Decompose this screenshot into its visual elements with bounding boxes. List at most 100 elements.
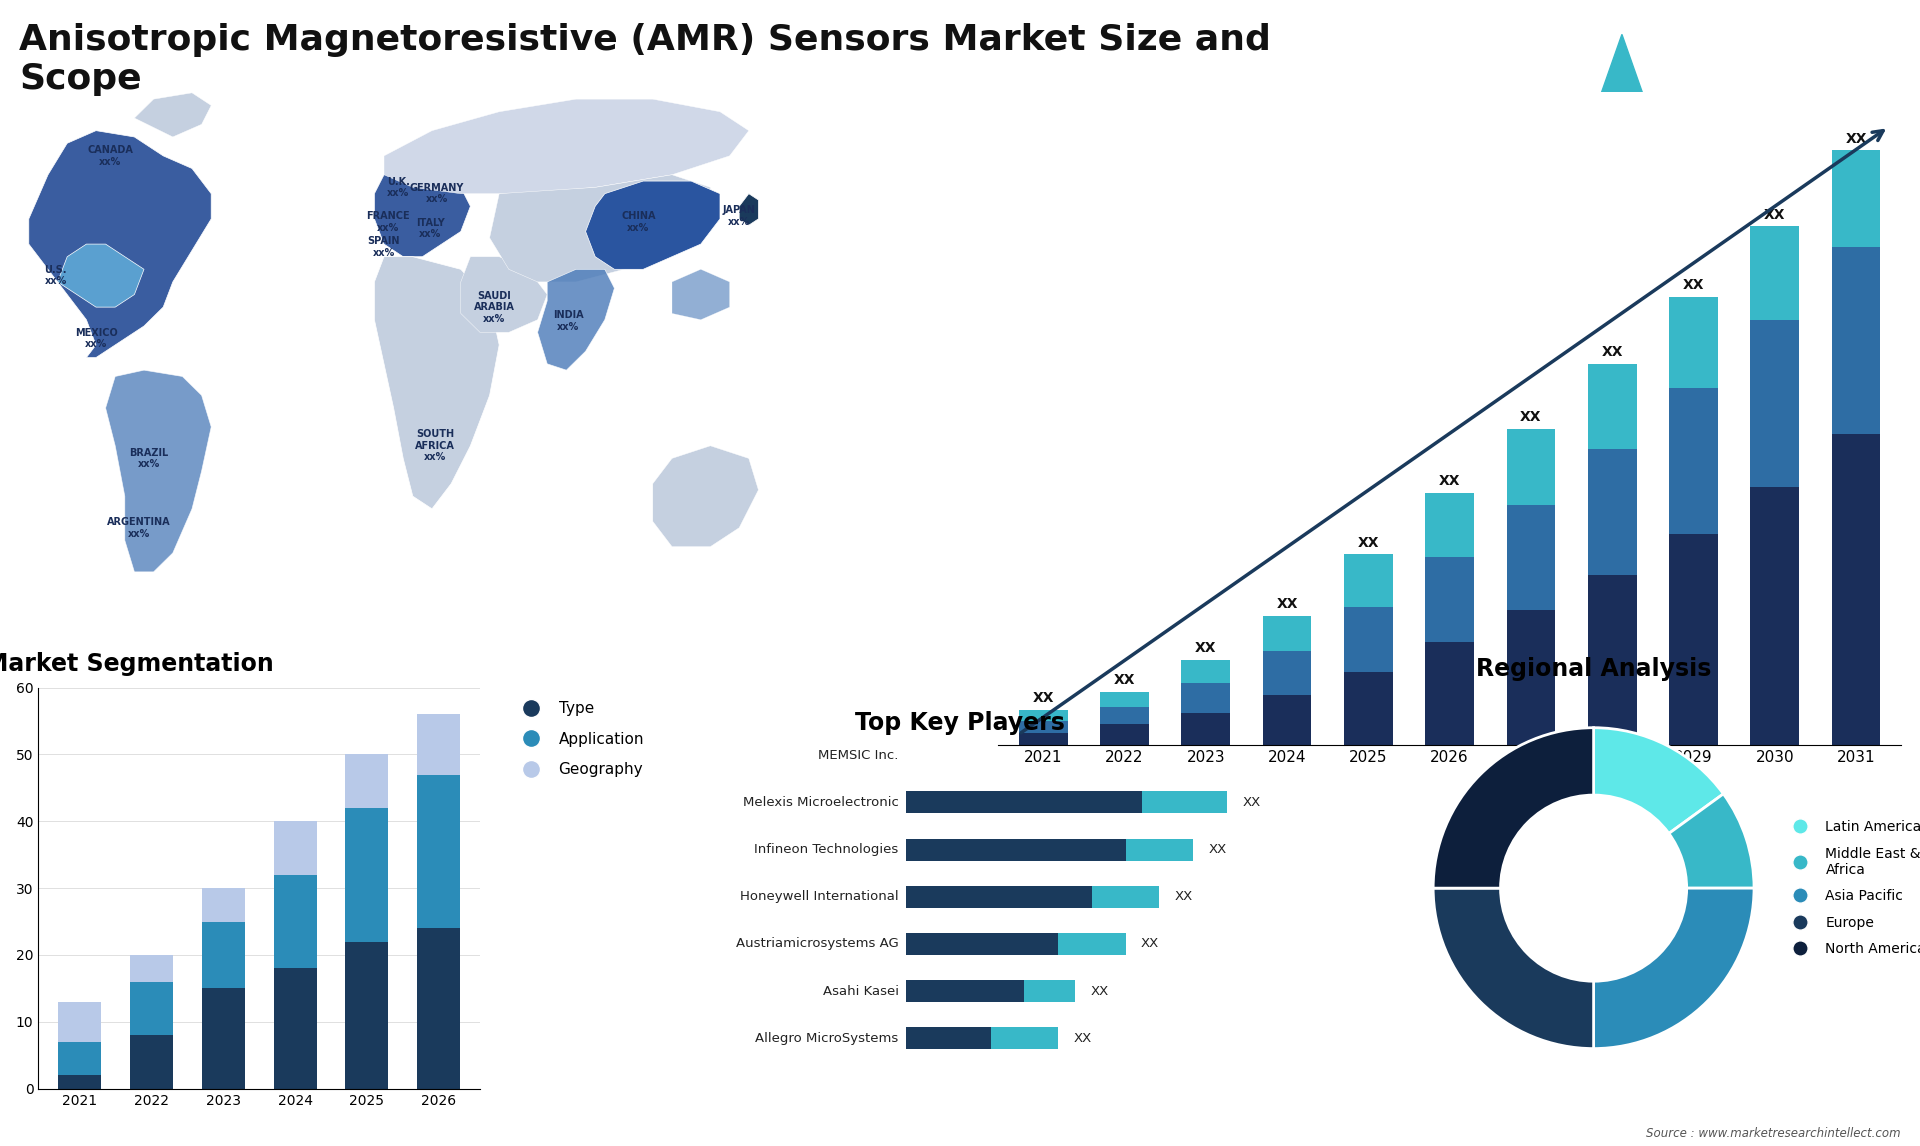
Wedge shape	[1432, 728, 1594, 888]
Bar	[1125, 839, 1192, 861]
Text: INDIA
xx%: INDIA xx%	[553, 311, 584, 332]
Text: XX: XX	[1091, 984, 1108, 998]
Bar	[346, 754, 388, 808]
Text: CANADA
xx%: CANADA xx%	[88, 146, 132, 166]
Bar	[346, 808, 388, 942]
Bar	[1181, 713, 1231, 745]
Bar	[202, 988, 246, 1089]
Legend: Latin America, Middle East &
Africa, Asia Pacific, Europe, North America: Latin America, Middle East & Africa, Asi…	[1782, 815, 1920, 961]
Text: U.K.
xx%: U.K. xx%	[388, 176, 409, 198]
Bar	[1092, 886, 1160, 908]
Polygon shape	[490, 174, 710, 282]
Bar	[1100, 692, 1148, 707]
Text: MEXICO
xx%: MEXICO xx%	[75, 328, 117, 350]
Wedge shape	[1594, 728, 1724, 833]
Bar	[1425, 557, 1475, 643]
Bar	[1263, 696, 1311, 745]
Wedge shape	[1668, 794, 1755, 888]
Bar	[1425, 643, 1475, 745]
Bar	[1100, 724, 1148, 745]
Text: XX: XX	[1682, 278, 1705, 292]
Bar	[58, 1042, 102, 1075]
Text: Top Key Players: Top Key Players	[854, 711, 1066, 735]
Bar	[1588, 575, 1636, 745]
Bar	[417, 714, 461, 775]
Text: GERMANY
xx%: GERMANY xx%	[409, 183, 465, 204]
Bar	[1344, 607, 1392, 672]
Bar	[906, 839, 1125, 861]
Text: XX: XX	[1140, 937, 1160, 950]
Bar	[1263, 651, 1311, 696]
Bar	[1181, 683, 1231, 713]
Polygon shape	[586, 181, 720, 269]
Bar	[1058, 933, 1125, 955]
Text: XX: XX	[1357, 536, 1379, 550]
Bar	[1832, 150, 1880, 246]
Polygon shape	[653, 446, 758, 547]
Text: XX: XX	[1601, 345, 1622, 360]
Bar	[906, 792, 1142, 814]
Legend: Type, Application, Geography: Type, Application, Geography	[509, 696, 651, 783]
Text: ARGENTINA
xx%: ARGENTINA xx%	[108, 517, 171, 539]
Bar	[1025, 980, 1075, 1003]
Bar	[1588, 449, 1636, 575]
Text: BRAZIL
xx%: BRAZIL xx%	[129, 448, 169, 469]
Text: Honeywell International: Honeywell International	[739, 890, 899, 903]
Polygon shape	[374, 257, 499, 509]
Bar	[1507, 610, 1555, 745]
Bar	[58, 1002, 102, 1042]
Bar	[1100, 707, 1148, 724]
Bar	[346, 942, 388, 1089]
Bar	[1142, 792, 1227, 814]
Text: XX: XX	[1242, 796, 1260, 809]
Bar	[1020, 733, 1068, 745]
Bar	[202, 921, 246, 988]
Bar	[1020, 709, 1068, 722]
Text: Allegro MicroSystems: Allegro MicroSystems	[755, 1031, 899, 1045]
Bar	[1832, 246, 1880, 434]
Bar	[991, 1027, 1058, 1050]
Polygon shape	[461, 257, 547, 332]
Polygon shape	[58, 244, 144, 307]
Bar	[1020, 722, 1068, 733]
Text: Anisotropic Magnetoresistive (AMR) Sensors Market Size and
Scope: Anisotropic Magnetoresistive (AMR) Senso…	[19, 23, 1271, 96]
Bar	[131, 1035, 173, 1089]
Text: Source : www.marketresearchintellect.com: Source : www.marketresearchintellect.com	[1645, 1128, 1901, 1140]
Bar	[131, 955, 173, 982]
Text: MARKET
RESEARCH
INTELLECT: MARKET RESEARCH INTELLECT	[1730, 39, 1799, 87]
Text: XX: XX	[1208, 843, 1227, 856]
Polygon shape	[106, 370, 211, 572]
Bar	[273, 968, 317, 1089]
Wedge shape	[1594, 888, 1755, 1049]
Bar	[1751, 320, 1799, 487]
Bar	[906, 933, 1058, 955]
Bar	[1751, 227, 1799, 320]
Bar	[1832, 434, 1880, 745]
Text: XX: XX	[1033, 691, 1054, 705]
Text: XX: XX	[1114, 674, 1135, 688]
Bar	[1668, 387, 1718, 534]
Text: XX: XX	[1175, 890, 1192, 903]
Text: XX: XX	[1073, 1031, 1092, 1045]
Polygon shape	[134, 93, 211, 136]
Bar	[1668, 534, 1718, 745]
Title: Regional Analysis: Regional Analysis	[1476, 658, 1711, 682]
Bar	[1344, 672, 1392, 745]
Text: XX: XX	[1764, 207, 1786, 221]
Text: SAUDI
ARABIA
xx%: SAUDI ARABIA xx%	[474, 291, 515, 323]
Polygon shape	[29, 131, 211, 358]
Bar	[1263, 617, 1311, 651]
Bar	[131, 982, 173, 1035]
Text: ITALY
xx%: ITALY xx%	[417, 218, 444, 240]
Bar	[202, 888, 246, 921]
Bar	[906, 886, 1092, 908]
Polygon shape	[374, 162, 470, 257]
Bar	[906, 980, 1025, 1003]
Text: U.S.
xx%: U.S. xx%	[44, 265, 67, 286]
Text: Melexis Microelectronic: Melexis Microelectronic	[743, 796, 899, 809]
Bar	[1751, 487, 1799, 745]
Text: XX: XX	[1438, 474, 1461, 488]
Text: XX: XX	[1194, 642, 1217, 656]
Bar	[1344, 555, 1392, 607]
Text: XX: XX	[1277, 597, 1298, 611]
